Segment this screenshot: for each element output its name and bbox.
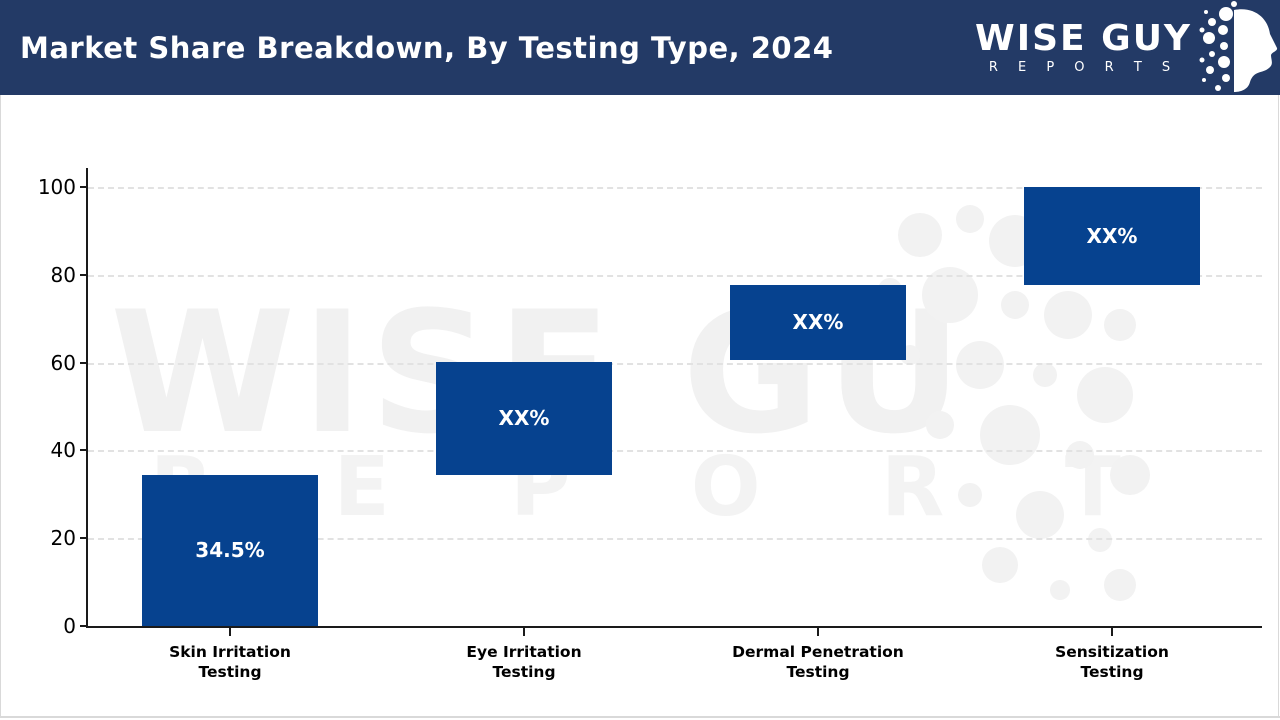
gridline [88, 450, 1262, 453]
page-title: Market Share Breakdown, By Testing Type,… [20, 30, 834, 65]
x-tick-mark [1111, 628, 1113, 636]
gridline [88, 274, 1262, 277]
bar-segment: 34.5% [142, 474, 318, 626]
category-label-line1: Sensitization [1055, 643, 1169, 661]
gridline [88, 362, 1262, 365]
bar-value-label: XX% [792, 310, 844, 335]
brand-logo-subname: R E P O R T S [988, 60, 1179, 75]
category-label: Eye Irritation Testing [404, 642, 644, 682]
gridline [88, 187, 1262, 189]
y-tick-mark [80, 449, 88, 452]
header-bar: Market Share Breakdown, By Testing Type,… [0, 0, 1280, 95]
category-label-line2: Testing [786, 663, 850, 681]
brand-logo: WISE GUY R E P O R T S [975, 0, 1192, 95]
category-label: Skin Irritation Testing [110, 642, 350, 682]
bar-value-label: XX% [498, 406, 550, 431]
frame-border-bottom [0, 716, 1280, 718]
bar-value-label: XX% [1086, 223, 1138, 248]
y-tick-label: 0 [63, 614, 76, 638]
bar-segment: XX% [1024, 187, 1200, 285]
y-axis-line [86, 168, 88, 628]
bar-segment: XX% [730, 284, 906, 360]
y-tick-label: 80 [50, 262, 76, 287]
bar-segment: XX% [436, 361, 612, 475]
category-label: Dermal Penetration Testing [698, 642, 938, 682]
category-label-line2: Testing [492, 663, 556, 681]
y-tick-mark [80, 361, 88, 364]
y-tick-label: 100 [37, 175, 76, 199]
y-tick-label: 40 [50, 438, 76, 463]
y-tick-mark [80, 537, 88, 540]
x-tick-mark [523, 628, 525, 636]
y-tick-mark [80, 625, 88, 627]
y-tick-mark [80, 186, 88, 188]
y-tick-label: 20 [50, 526, 76, 551]
x-tick-mark [817, 628, 819, 636]
category-label-line1: Dermal Penetration [732, 643, 904, 661]
y-tick-mark [80, 273, 88, 276]
x-axis-line [86, 626, 1262, 628]
category-label: Sensitization Testing [992, 642, 1232, 682]
frame-border-right [1278, 95, 1279, 717]
category-label-line2: Testing [198, 663, 262, 681]
category-label-line1: Skin Irritation [169, 643, 291, 661]
gridline [88, 538, 1262, 541]
frame-border-left [0, 95, 1, 717]
chart-area: WISE GU R E P O R T 0 20 40 60 80 100 34.5% XX%… [0, 95, 1280, 710]
category-label-line2: Testing [1080, 663, 1144, 681]
x-tick-mark [229, 628, 231, 636]
brand-face-icon [1199, 1, 1278, 93]
category-label-line1: Eye Irritation [466, 643, 582, 661]
y-tick-label: 60 [50, 350, 76, 375]
bar-value-label: 34.5% [195, 538, 265, 563]
brand-logo-name: WISE GUY [974, 18, 1192, 59]
